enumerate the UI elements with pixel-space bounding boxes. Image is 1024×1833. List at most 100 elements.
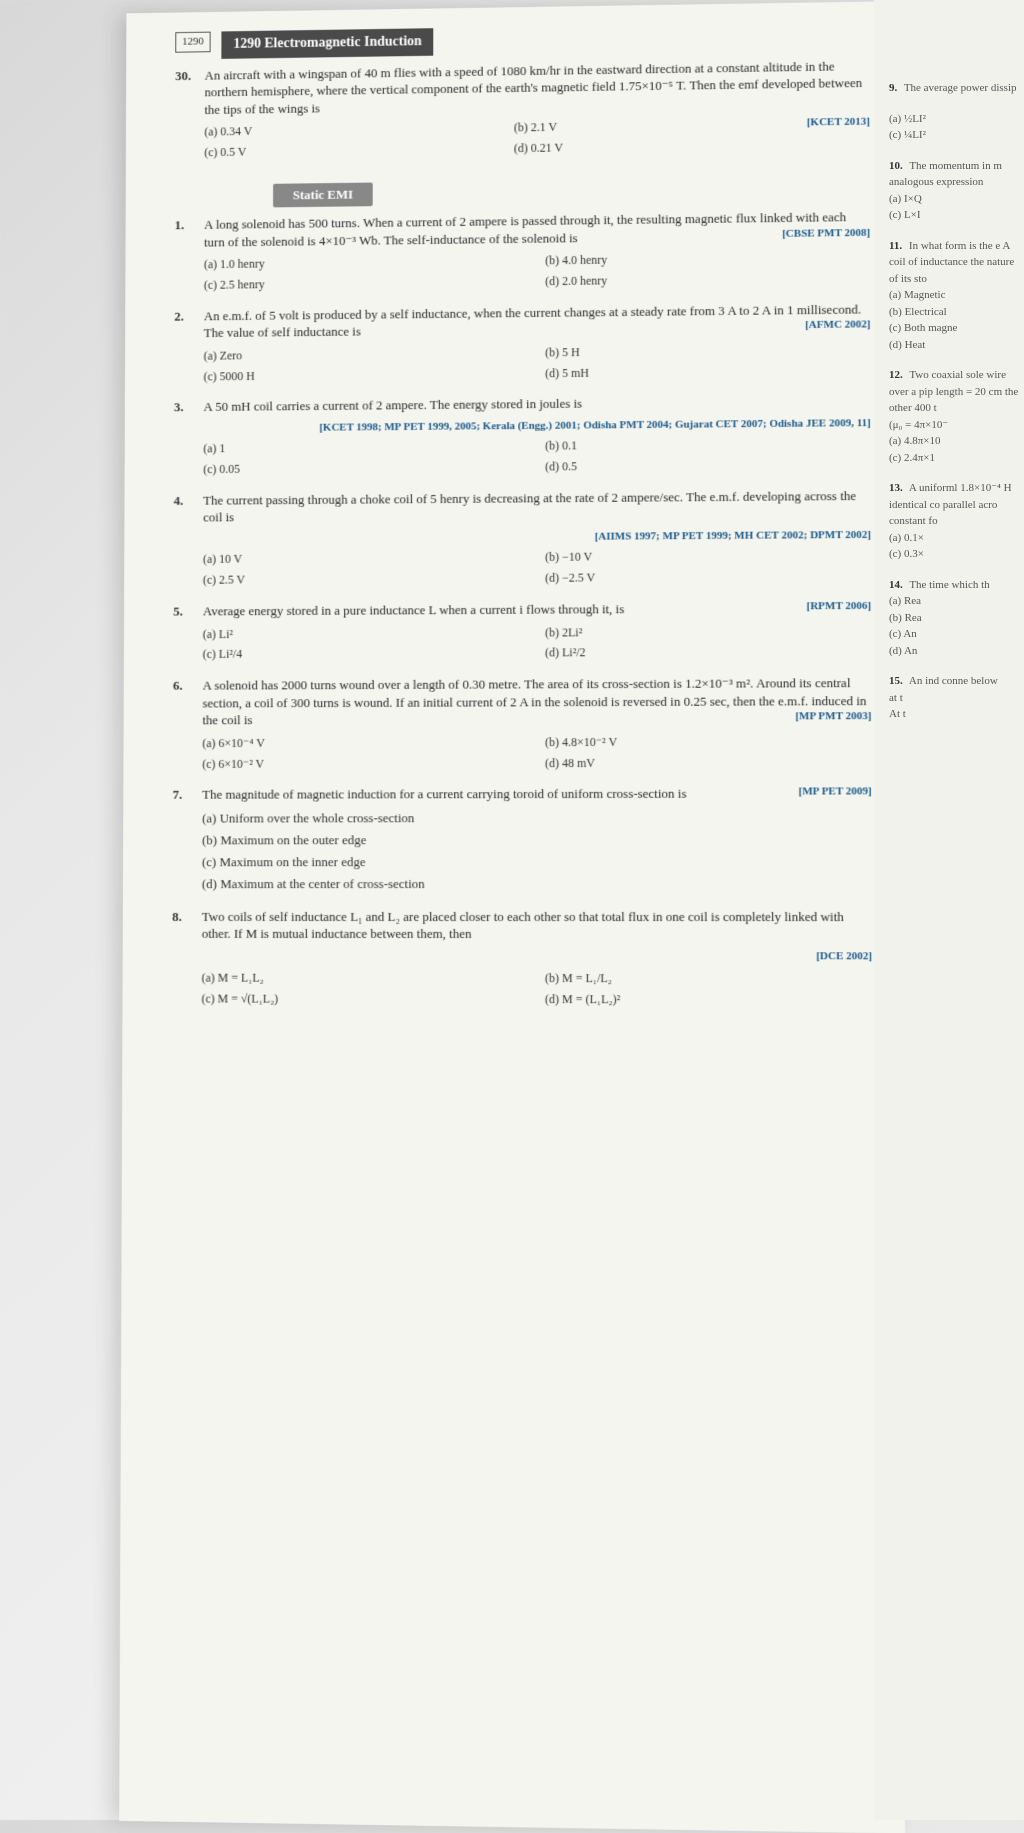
- opt-a: (a) 0.34 V: [204, 120, 494, 140]
- right-q9: 9. The average power dissip: [889, 80, 1019, 97]
- opt-a: (a) I×Q: [889, 191, 1019, 208]
- opt-d: (d) M = (L₁L₂)²: [545, 991, 872, 1008]
- opt-a: (a) 0.1×: [889, 530, 1019, 547]
- right-q11: 11. In what form is the e A coil of indu…: [889, 238, 1019, 354]
- q-body: A long solenoid has 500 turns. When a cu…: [204, 209, 846, 249]
- right-column: 9. The average power dissip (a) ½LI² (c)…: [874, 0, 1024, 1820]
- r-num: 9.: [889, 82, 897, 94]
- opt-b: (b) 0.1: [545, 435, 871, 454]
- q-text: A 50 mH coil carries a current of 2 ampe…: [203, 393, 870, 416]
- source-tag: [AFMC 2002]: [805, 318, 870, 333]
- q-text: An e.m.f. of 5 volt is produced by a sel…: [204, 300, 871, 342]
- source-tag: [RPMT 2006]: [806, 599, 871, 614]
- opt-b: (b) 5 H: [545, 341, 870, 361]
- opt-a: (a) M = L₁L₂: [202, 970, 525, 987]
- opt-c: (c) 5000 H: [204, 365, 526, 385]
- q-num: 30.: [175, 67, 191, 85]
- opt-a: (a) ½LI²: [889, 111, 1019, 128]
- chapter-num-box: 1290: [175, 32, 210, 53]
- options: (a) Li² (b) 2Li² (c) Li²/4 (d) Li²/2: [203, 623, 872, 664]
- q-text: A solenoid has 2000 turns wound over a l…: [202, 674, 871, 729]
- question-30: 30. An aircraft with a wingspan of 40 m …: [175, 57, 870, 162]
- opt-a: (a) Rea: [889, 593, 1019, 610]
- options: (a) 1.0 henry (b) 4.0 henry (c) 2.5 henr…: [204, 249, 871, 294]
- source-tag: [MP PET 2009]: [799, 785, 872, 800]
- q-body: The magnitude of magnetic induction for …: [202, 786, 686, 802]
- opt-c: (c) L×I: [889, 207, 1019, 224]
- opt-b: (b) −10 V: [545, 547, 871, 566]
- right-q14: 14. The time which th (a) Rea (b) Rea (c…: [889, 577, 1019, 660]
- source-tag: [DCE 2002]: [202, 949, 873, 965]
- opt-c: (c) Both magne: [889, 320, 1019, 337]
- q-num: 6.: [173, 677, 183, 695]
- opt-d: (d) 0.5: [545, 456, 871, 475]
- opt-c: (c) 2.4π×1: [889, 450, 1019, 467]
- question-6: 6. A solenoid has 2000 turns wound over …: [173, 674, 872, 772]
- r-eq: (μ₀ = 4π×10⁻: [889, 417, 1019, 434]
- q-num: 1.: [175, 216, 185, 234]
- opt-b: (b) Electrical: [889, 304, 1019, 321]
- opt-c: (c) 2.5 henry: [204, 273, 525, 293]
- opt-c: (c) 0.05: [203, 459, 525, 478]
- opt-b: (b) 2.1 V: [514, 116, 807, 137]
- opt-b: (b) Maximum on the outer edge: [202, 831, 872, 850]
- opt-c: (c) 0.3×: [889, 546, 1019, 563]
- r-text: A uniforml 1.8×10⁻⁴ H identical co paral…: [889, 482, 1012, 527]
- opt-c: (c) Maximum on the inner edge: [202, 853, 872, 872]
- r-num: 13.: [889, 482, 903, 494]
- opt-d: (d) 2.0 henry: [545, 270, 870, 290]
- options: (a) 1 (b) 0.1 (c) 0.05 (d) 0.5: [203, 435, 871, 478]
- opt-a: (a) Zero: [204, 345, 526, 365]
- options: (a) Zero (b) 5 H (c) 5000 H (d) 5 mH: [204, 341, 871, 385]
- r-extra2: At t: [889, 706, 1019, 723]
- section-header: Static EMI: [273, 182, 373, 207]
- q-text: Average energy stored in a pure inductan…: [203, 599, 871, 620]
- opt-a: (a) 6×10⁻⁴ V: [202, 734, 525, 752]
- r-num: 12.: [889, 369, 903, 381]
- opt-d: (d) 5 mH: [545, 362, 871, 382]
- opt-a: (a) 4.8π×10: [889, 433, 1019, 450]
- r-text: Two coaxial sole wire over a pip length …: [889, 369, 1018, 414]
- question-4: 4. The current passing through a choke c…: [173, 487, 871, 589]
- source-tag: [KCET 2013]: [807, 115, 870, 131]
- q-body: A solenoid has 2000 turns wound over a l…: [202, 675, 866, 727]
- q-body: A 50 mH coil carries a current of 2 ampe…: [203, 396, 582, 414]
- q-text: A long solenoid has 500 turns. When a cu…: [204, 208, 870, 251]
- r-text: An ind conne below: [909, 675, 998, 687]
- opt-a: (a) 1: [203, 438, 525, 457]
- q-num: 7.: [173, 786, 183, 804]
- r-text: In what form is the e A coil of inductan…: [889, 240, 1014, 285]
- opt-b: (b) M = L₁/L₂: [545, 970, 872, 987]
- options: (a) 6×10⁻⁴ V (b) 4.8×10⁻² V (c) 6×10⁻² V…: [202, 733, 871, 772]
- q-num: 3.: [174, 399, 184, 417]
- opt-b: (b) 2Li²: [545, 623, 871, 641]
- opt-d: (d) −2.5 V: [545, 568, 871, 587]
- q-body: An e.m.f. of 5 volt is produced by a sel…: [204, 301, 861, 340]
- q-text: The current passing through a choke coil…: [203, 487, 871, 527]
- source-tag: [KCET 1998; MP PET 1999, 2005; Kerala (E…: [203, 416, 870, 437]
- page-main: 1290 1290 Electromagnetic Induction 30. …: [119, 1, 905, 1833]
- source-tag: [AIIMS 1997; MP PET 1999; MH CET 2002; D…: [203, 528, 871, 548]
- r-num: 11.: [889, 240, 902, 252]
- question-3: 3. A 50 mH coil carries a current of 2 a…: [174, 393, 871, 479]
- q-body: Two coils of self inductance L₁ and L₂ a…: [202, 909, 844, 942]
- q-body: The current passing through a choke coil…: [203, 488, 856, 525]
- opt-d: (d) Maximum at the center of cross-secti…: [202, 875, 872, 893]
- opt-b: (b) 4.0 henry: [545, 249, 870, 269]
- opt-b: (b) 4.8×10⁻² V: [545, 733, 872, 751]
- options-full: (a) Uniform over the whole cross-section…: [202, 808, 872, 893]
- opt-c: (c) 2.5 V: [203, 570, 525, 589]
- question-7: 7. The magnitude of magnetic induction f…: [172, 785, 872, 894]
- opt-d: (d) 48 mV: [545, 754, 872, 772]
- r-text: The average power dissip: [904, 82, 1017, 94]
- opt-d: (d) Heat: [889, 337, 1019, 354]
- opt-a: (a) 1.0 henry: [204, 253, 525, 273]
- opt-a: (a) Uniform over the whole cross-section: [202, 808, 872, 827]
- opt-b: (b) Rea: [889, 610, 1019, 627]
- q-num: 4.: [174, 492, 184, 510]
- q-num: 5.: [173, 603, 183, 621]
- options: (a) 10 V (b) −10 V (c) 2.5 V (d) −2.5 V: [203, 547, 871, 588]
- opt-a: (a) Magnetic: [889, 287, 1019, 304]
- opt-a: (a) 10 V: [203, 550, 525, 569]
- q-text: Two coils of self inductance L₁ and L₂ a…: [202, 908, 872, 943]
